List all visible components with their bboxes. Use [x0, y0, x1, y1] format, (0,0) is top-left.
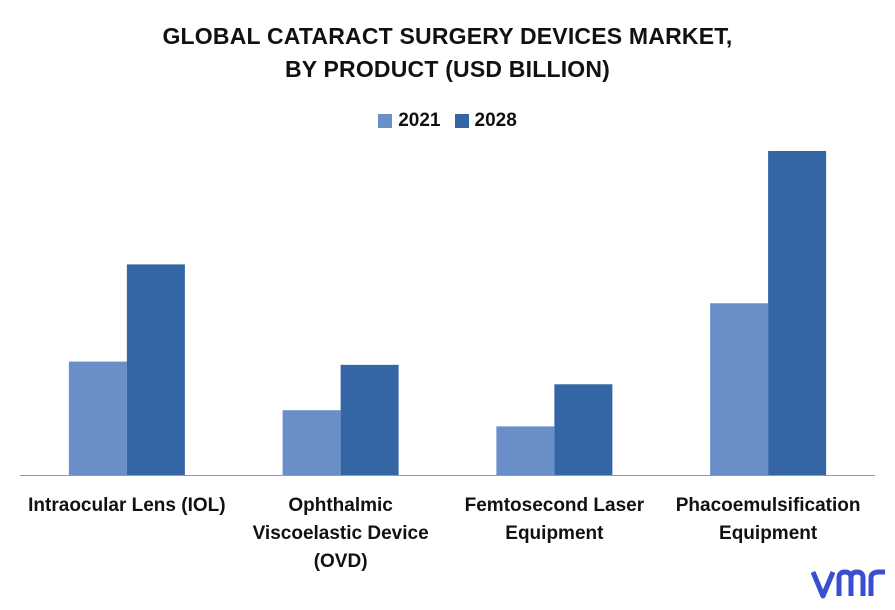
bar-2021-3	[496, 426, 555, 475]
chart-title: GLOBAL CATARACT SURGERY DEVICES MARKET, …	[0, 20, 895, 86]
bar-2021-4	[710, 303, 769, 475]
x-tick-label-1: Intraocular Lens (IOL)	[12, 492, 242, 520]
legend-label-2028: 2028	[474, 110, 517, 131]
title-line-1: GLOBAL CATARACT SURGERY DEVICES MARKET,	[162, 23, 733, 49]
x-tick-label-line: Viscoelastic Device	[252, 523, 429, 544]
bar-2028-3	[554, 384, 613, 475]
legend-label-2021: 2021	[398, 110, 441, 131]
vmr-logo	[811, 569, 885, 599]
x-tick-label-4: Phacoemulsification Equipment	[653, 492, 883, 548]
legend-swatch-2021	[378, 114, 393, 128]
x-tick-label-3: Femtosecond Laser Equipment	[439, 492, 669, 548]
title-line-2: BY PRODUCT (USD BILLION)	[284, 56, 611, 82]
x-tick-label-line: Ophthalmic	[288, 495, 393, 516]
bar-2028-1	[126, 264, 185, 475]
x-tick-label-line: (OVD)	[313, 551, 368, 572]
bar-2021-2	[282, 410, 341, 475]
bar-2028-2	[340, 364, 399, 475]
bar-2021-1	[68, 361, 127, 475]
legend-swatch-2028	[454, 114, 469, 128]
x-tick-label-line: Equipment	[505, 523, 604, 544]
x-tick-label-line: Femtosecond Laser	[464, 495, 645, 516]
x-tick-label-2: Ophthalmic Viscoelastic Device (OVD)	[226, 492, 456, 576]
bar-2028-4	[768, 151, 827, 475]
legend-item-2028: 2028	[454, 110, 517, 132]
x-tick-label-line: Intraocular Lens (IOL)	[28, 495, 226, 516]
legend-item-2021: 2021	[378, 110, 441, 132]
x-tick-label-line: Phacoemulsification	[675, 495, 861, 516]
x-tick-label-line: Equipment	[719, 523, 818, 544]
legend: 2021 2028	[0, 110, 895, 132]
